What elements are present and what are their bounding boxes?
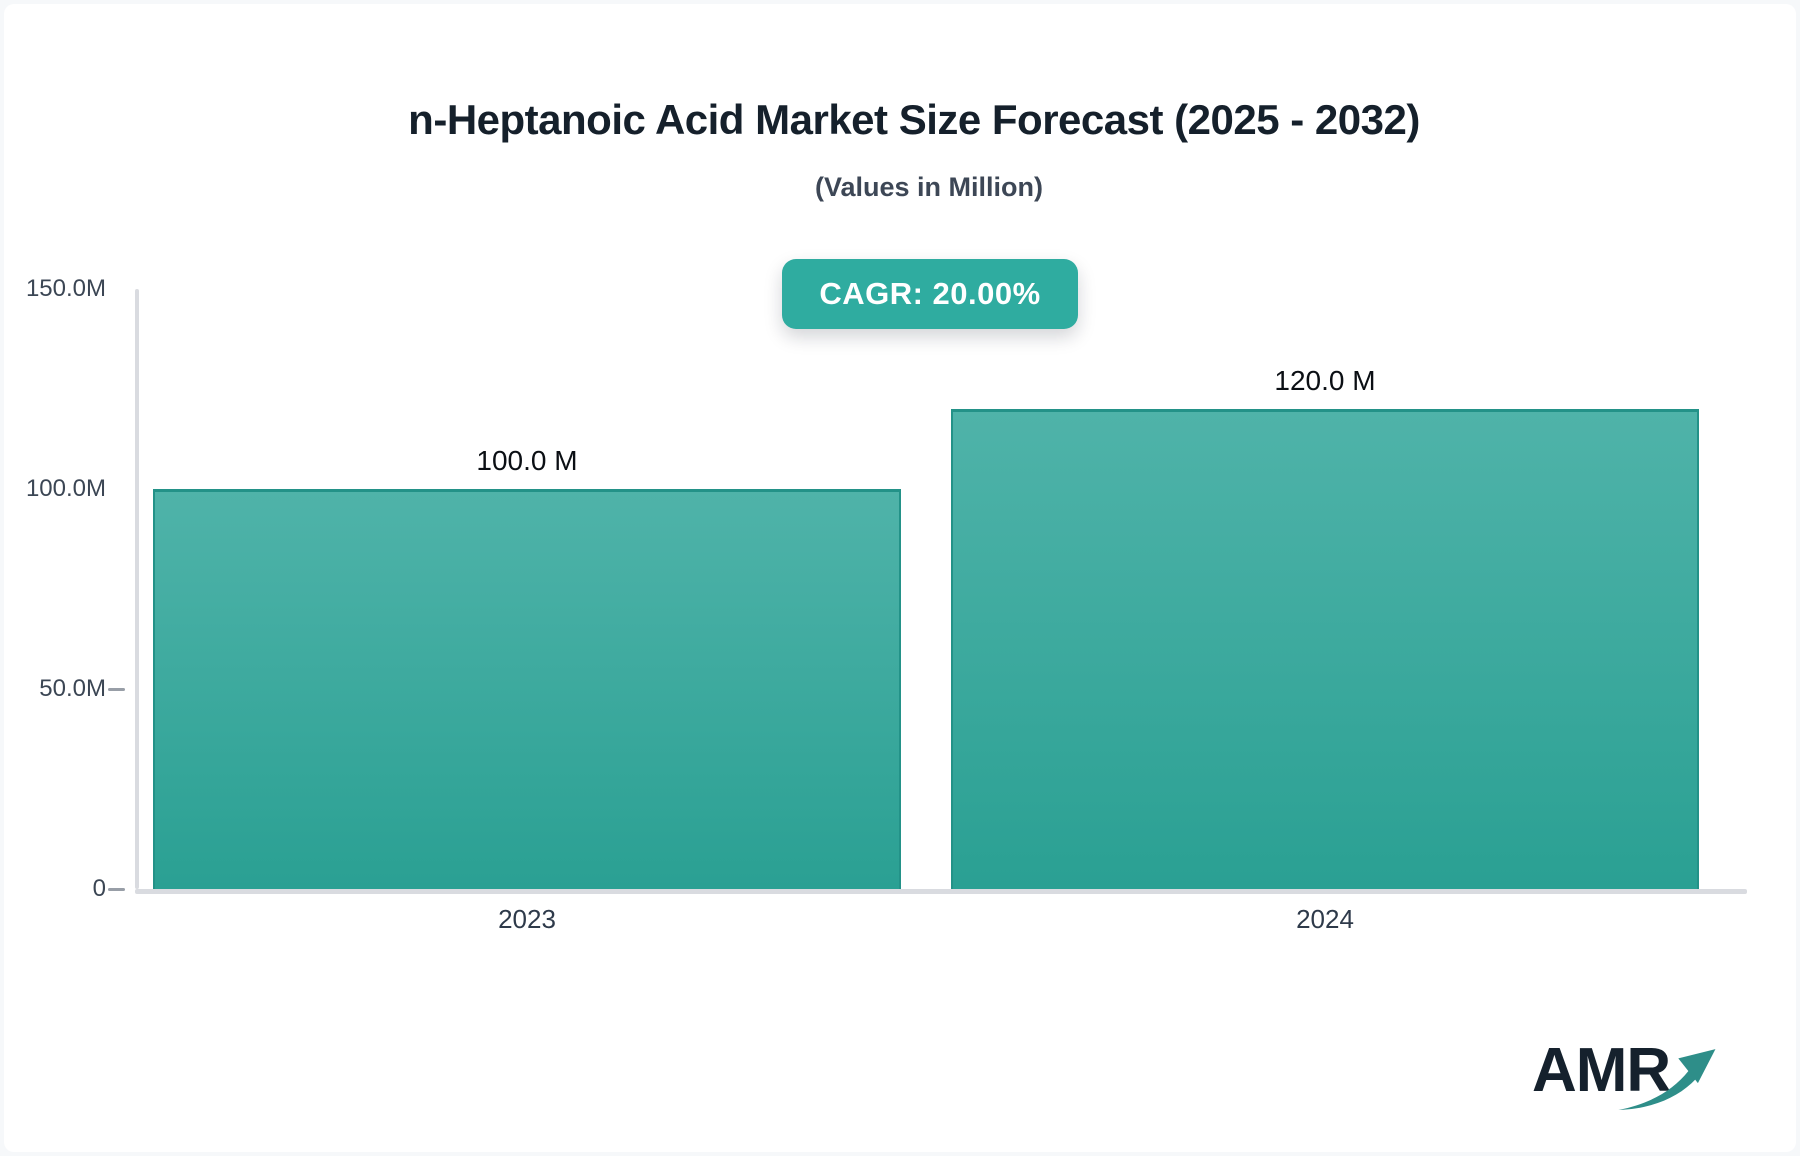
- plot-area: 150.0M 100.0M 50.0M 0 100.0 M 120.0 M 2023 20…: [4, 4, 1796, 1152]
- y-tick-mark: [108, 687, 125, 691]
- y-tick-label: 0: [92, 875, 106, 902]
- amr-logo-text: AMR: [1532, 1036, 1671, 1105]
- x-tick-label: 2023: [498, 904, 556, 934]
- bar-2024: [951, 409, 1699, 889]
- y-axis-line: [135, 289, 139, 889]
- chart-title: n-Heptanoic Acid Market Size Forecast (2…: [408, 96, 1420, 143]
- growth-arrow-icon: [1618, 1049, 1716, 1110]
- y-tick-label: 150.0M: [25, 275, 106, 302]
- bar-value-label: 100.0 M: [476, 445, 578, 476]
- chart-subtitle: (Values in Million): [814, 172, 1044, 202]
- y-tick-label: 50.0M: [39, 675, 106, 702]
- chart-card: n-Heptanoic Acid Market Size Forecast (2…: [4, 4, 1796, 1152]
- amr-logo: AMR: [1532, 1040, 1742, 1120]
- bar-2023: [153, 489, 901, 889]
- cagr-badge: CAGR: 20.00%: [782, 259, 1078, 329]
- bar-value-label: 120.0 M: [1274, 365, 1376, 396]
- y-tick-mark: [108, 887, 125, 891]
- x-axis-line: [135, 889, 1747, 894]
- x-tick-label: 2024: [1296, 904, 1354, 934]
- y-tick-label: 100.0M: [25, 475, 106, 502]
